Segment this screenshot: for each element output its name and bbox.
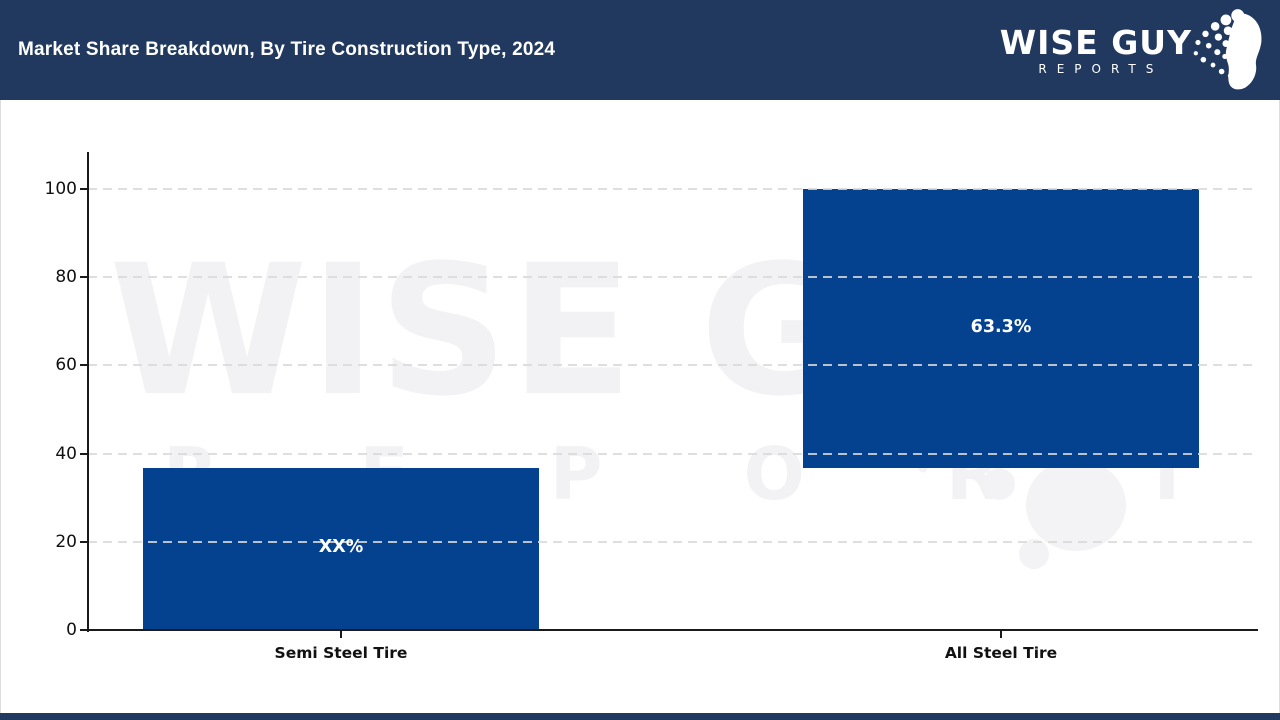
logo-subtitle: REPORTS bbox=[1038, 61, 1164, 76]
y-axis-tick-mark bbox=[80, 629, 88, 631]
x-axis-tick-mark bbox=[340, 631, 342, 638]
grid-line bbox=[88, 188, 1257, 190]
grid-line bbox=[88, 452, 1257, 455]
bar-chart: 0 20 40 60 80 100 XX% Semi Steel Tire 63.3% All S… bbox=[1, 100, 1280, 713]
y-axis-tick-mark bbox=[80, 188, 88, 190]
y-axis-tick-label: 60 bbox=[55, 355, 77, 376]
chart-panel: WISE GUY R E P O R T S 020406080100XX%Se… bbox=[0, 100, 1280, 713]
bar bbox=[143, 468, 539, 630]
y-axis-tick-label: 20 bbox=[55, 531, 77, 552]
y-axis-tick-label: 80 bbox=[55, 267, 77, 288]
chart-title: Market Share Breakdown, By Tire Construc… bbox=[18, 39, 556, 60]
y-axis-tick-label: 40 bbox=[55, 443, 77, 464]
x-axis-tick-mark bbox=[1000, 631, 1002, 638]
logo-wordmark: WISE GUY bbox=[999, 22, 1192, 62]
y-axis-tick-label: 0 bbox=[66, 620, 77, 640]
x-axis-category-label: Semi Steel Tire bbox=[274, 644, 408, 662]
bar-value-label: XX% bbox=[318, 537, 364, 558]
header-banner: Market Share Breakdown, By Tire Construc… bbox=[0, 0, 1280, 100]
footer-bar bbox=[0, 713, 1280, 720]
y-axis-tick-mark bbox=[80, 452, 88, 455]
wise-guy-logo: WISE GUY REPORTS bbox=[1000, 7, 1266, 93]
grid-line bbox=[88, 364, 1257, 367]
x-axis-line bbox=[87, 629, 1258, 631]
x-axis-category-label: All Steel Tire bbox=[944, 644, 1058, 662]
bar bbox=[803, 189, 1199, 469]
logo-text: WISE GUY REPORTS bbox=[1000, 26, 1192, 75]
grid-line bbox=[88, 540, 1257, 543]
y-axis-tick-mark bbox=[80, 540, 88, 543]
dotted-head-logo-icon bbox=[1193, 9, 1262, 90]
grid-line bbox=[88, 276, 1257, 279]
bar-value-label: 63.3% bbox=[970, 316, 1032, 337]
y-axis-tick-mark bbox=[80, 276, 88, 279]
y-axis-tick-label: 100 bbox=[44, 179, 77, 199]
y-axis-line bbox=[87, 152, 89, 632]
y-axis-tick-mark bbox=[80, 364, 88, 367]
